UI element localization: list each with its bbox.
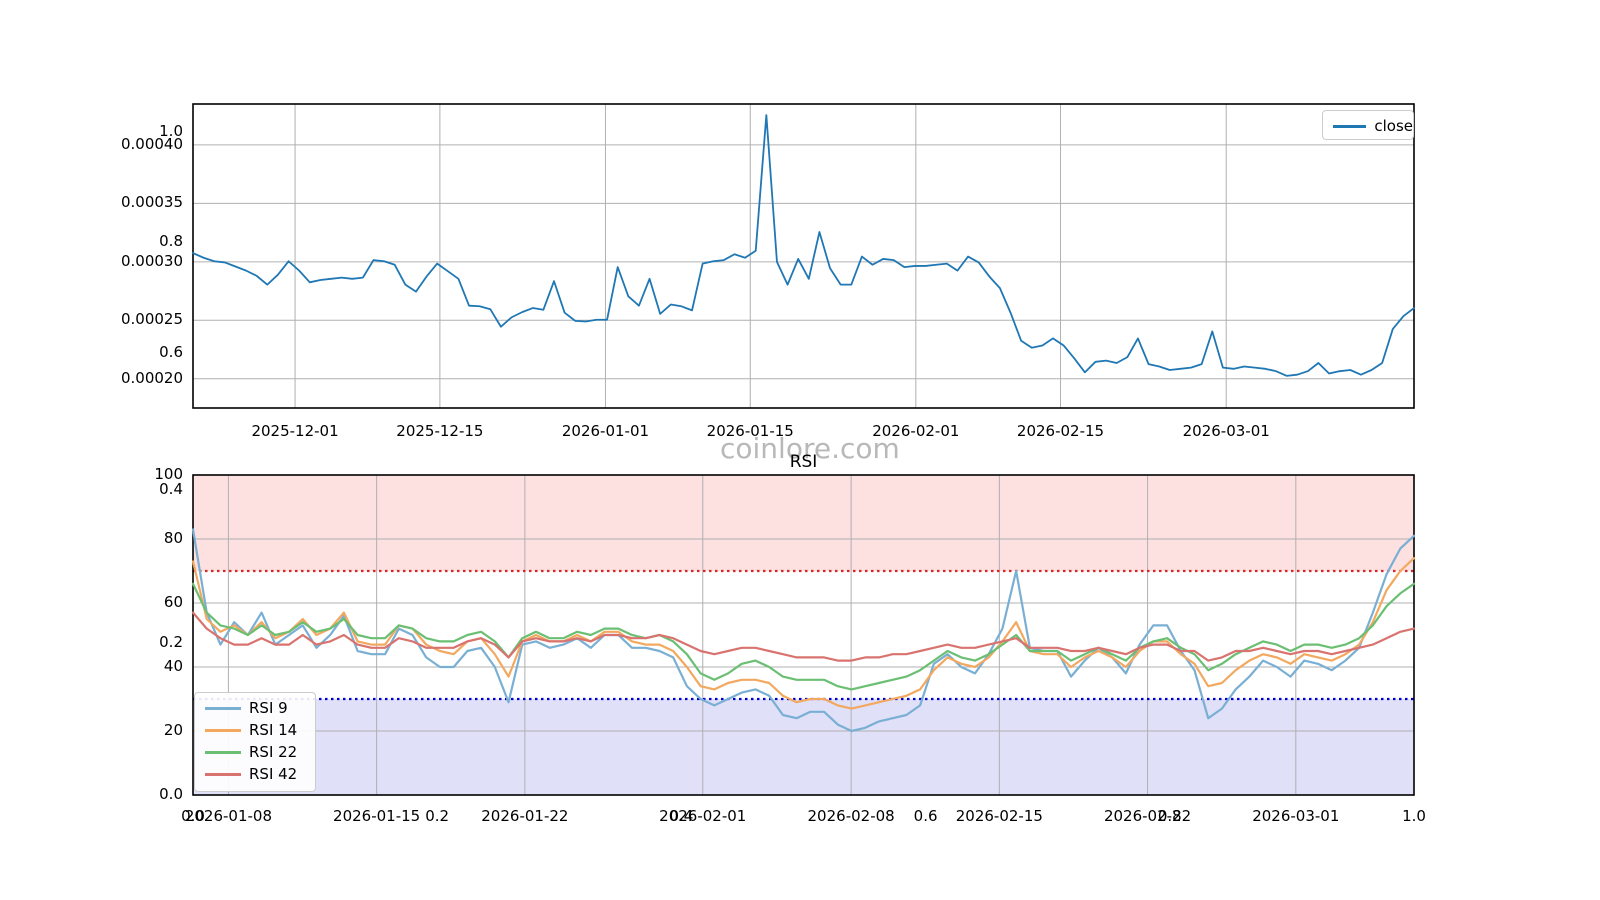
rsi-ytick-0: 100 — [154, 465, 183, 483]
legend-label-close: close — [1374, 117, 1413, 135]
price-xtick-3: 2026-01-15 — [706, 422, 794, 440]
rsi-xtick-7: 2026-03-01 — [1252, 807, 1340, 825]
price-ytick-secondary-0: 1.0 — [159, 121, 183, 140]
rsi-xtick-secondary-1: 0.2 — [425, 807, 450, 825]
legend-label-rsi-14: RSI 14 — [249, 721, 298, 739]
rsi-xtick-1: 2026-01-15 — [333, 807, 421, 825]
legend-item-rsi-42[interactable]: RSI 42 — [195, 763, 315, 785]
legend-item-rsi-9[interactable]: RSI 9 — [195, 697, 315, 719]
legend-swatch-rsi-42 — [205, 772, 241, 776]
legend-swatch-rsi-22 — [205, 750, 241, 754]
rsi-panel-title: RSI — [789, 452, 818, 472]
price-xtick-5: 2026-02-15 — [1016, 422, 1105, 440]
rsi-ytick-secondary-0: 0.4 — [159, 480, 183, 499]
rsi-xtick-4: 2026-02-08 — [807, 807, 895, 825]
rsi-ytick-secondary-2: 0.0 — [159, 785, 183, 803]
rsi-xtick-3: 2026-02-01 — [659, 807, 747, 825]
rsi-xtick-6: 2026-02-22 — [1103, 807, 1192, 825]
legend-item-rsi-14[interactable]: RSI 14 — [195, 719, 315, 741]
price-xtick-6: 2026-03-01 — [1182, 422, 1270, 440]
legend-label-rsi-22: RSI 22 — [249, 743, 298, 761]
legend-item-close[interactable]: close — [1323, 115, 1413, 137]
legend-label-rsi-9: RSI 9 — [249, 699, 288, 717]
rsi-xtick-5: 2026-02-15 — [955, 807, 1043, 825]
rsi-xtick-secondary-4: 0.8 — [1157, 807, 1182, 825]
price-legend[interactable]: close — [1322, 110, 1414, 140]
rsi-xtick-secondary-3: 0.6 — [913, 807, 938, 825]
price-ytick-secondary-2: 0.6 — [159, 342, 183, 361]
price-xtick-2: 2026-01-01 — [561, 422, 650, 440]
rsi-ytick-1: 80 — [163, 529, 183, 547]
legend-swatch-rsi-14 — [205, 728, 241, 732]
legend-swatch-close — [1333, 124, 1367, 128]
price-ytick-4: 0.00020 — [120, 368, 183, 387]
price-ytick-secondary-1: 0.8 — [159, 232, 183, 251]
rsi-xtick-secondary-2: 0.4 — [669, 807, 694, 825]
legend-item-rsi-22[interactable]: RSI 22 — [195, 741, 315, 763]
legend-label-rsi-42: RSI 42 — [249, 765, 298, 783]
rsi-ytick-2: 60 — [163, 593, 183, 611]
rsi-ytick-secondary-1: 0.2 — [159, 632, 183, 651]
rsi-xtick-secondary-5: 1.0 — [1402, 807, 1426, 825]
price-ytick-3: 0.00025 — [120, 310, 183, 329]
rsi-ytick-3: 40 — [163, 657, 183, 675]
rsi-xtick-secondary-0: 0.0 — [181, 807, 205, 825]
price-xtick-1: 2025-12-15 — [396, 422, 484, 440]
rsi-xtick-2: 2026-01-22 — [481, 807, 569, 825]
price-xtick-0: 2025-12-01 — [251, 422, 339, 440]
rsi-ytick-4: 20 — [163, 721, 183, 739]
price-xtick-4: 2026-02-01 — [872, 422, 960, 440]
rsi-legend[interactable]: RSI 9 RSI 14 RSI 22 RSI 42 — [194, 692, 316, 792]
price-ytick-1: 0.00035 — [120, 193, 183, 212]
legend-swatch-rsi-9 — [205, 706, 241, 710]
price-ytick-0: 0.00040 — [120, 134, 183, 153]
watermark-text: coinlore.com — [720, 432, 900, 465]
rsi-xtick-0: 2026-01-08 — [184, 807, 272, 825]
price-ytick-2: 0.00030 — [120, 251, 183, 270]
